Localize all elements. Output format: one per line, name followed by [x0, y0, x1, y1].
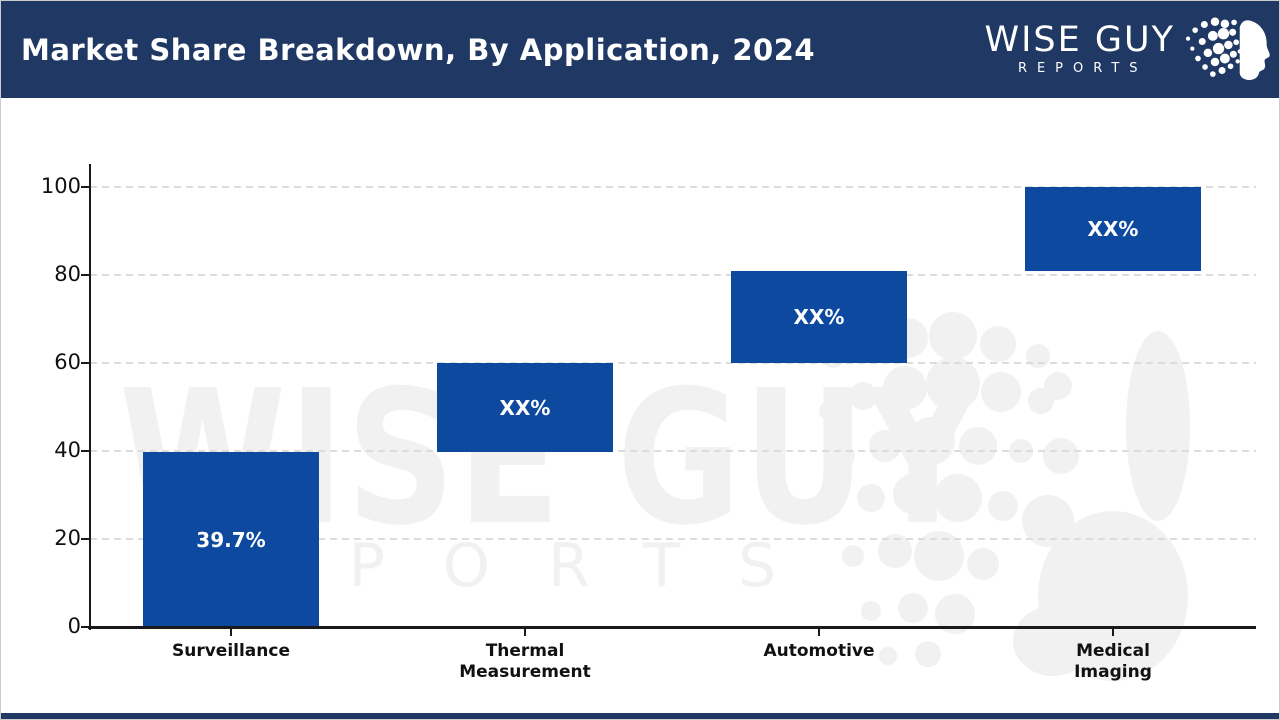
y-gridline	[90, 186, 1256, 188]
y-gridline	[90, 362, 1256, 364]
y-tick-mark	[81, 186, 89, 188]
y-gridline	[90, 538, 1256, 540]
y-tick-label: 40	[54, 438, 81, 462]
y-tick-label: 0	[67, 614, 81, 638]
bar-segment: XX%	[731, 270, 907, 363]
y-tick-mark	[81, 362, 89, 364]
y-tick-mark	[81, 450, 89, 452]
footer-bar	[1, 713, 1279, 719]
brand-logo: WISE GUY REPORTS	[984, 6, 1273, 94]
x-tick-mark	[1112, 627, 1114, 636]
bar-value-label: XX%	[1087, 216, 1139, 241]
logo-wordmark: WISE GUY REPORTS	[984, 20, 1175, 77]
logo-face-icon	[1185, 16, 1270, 80]
y-tick-label: 20	[54, 526, 81, 550]
y-tick-mark	[81, 538, 89, 540]
header: Market Share Breakdown, By Application, …	[1, 1, 1279, 98]
plot-area: WISE GUY REPORTS 0 20 4	[1, 98, 1279, 715]
chart-title: Market Share Breakdown, By Application, …	[21, 32, 816, 67]
x-category-label: Surveillance	[171, 641, 290, 661]
logo-wordmark-line2: REPORTS	[1017, 61, 1148, 76]
x-category-label: Thermal Measurement	[459, 641, 591, 683]
y-tick-mark	[81, 626, 89, 628]
y-axis-line	[89, 164, 91, 630]
y-tick-label: 80	[54, 262, 81, 286]
bar-segment: 39.7%	[143, 452, 319, 627]
x-tick-mark	[230, 627, 232, 636]
bar-value-label: 39.7%	[196, 527, 266, 552]
bar-segment: XX%	[1025, 187, 1201, 271]
x-tick-mark	[818, 627, 820, 636]
bar-value-label: XX%	[499, 395, 551, 420]
x-category-label: Automotive	[763, 641, 875, 661]
y-tick-mark	[81, 274, 89, 276]
watermark-face-dots	[819, 312, 1190, 681]
y-gridline	[90, 450, 1256, 452]
y-tick-label: 100	[40, 174, 81, 198]
y-gridline	[90, 274, 1256, 276]
bar-value-label: XX%	[793, 304, 845, 329]
y-tick-label: 60	[54, 350, 81, 374]
logo-wordmark-line1: WISE GUY	[984, 20, 1175, 60]
x-tick-mark	[524, 627, 526, 636]
x-category-label: Medical Imaging	[1074, 641, 1152, 683]
bar-segment: XX%	[437, 363, 613, 453]
x-axis-line	[88, 626, 1256, 629]
